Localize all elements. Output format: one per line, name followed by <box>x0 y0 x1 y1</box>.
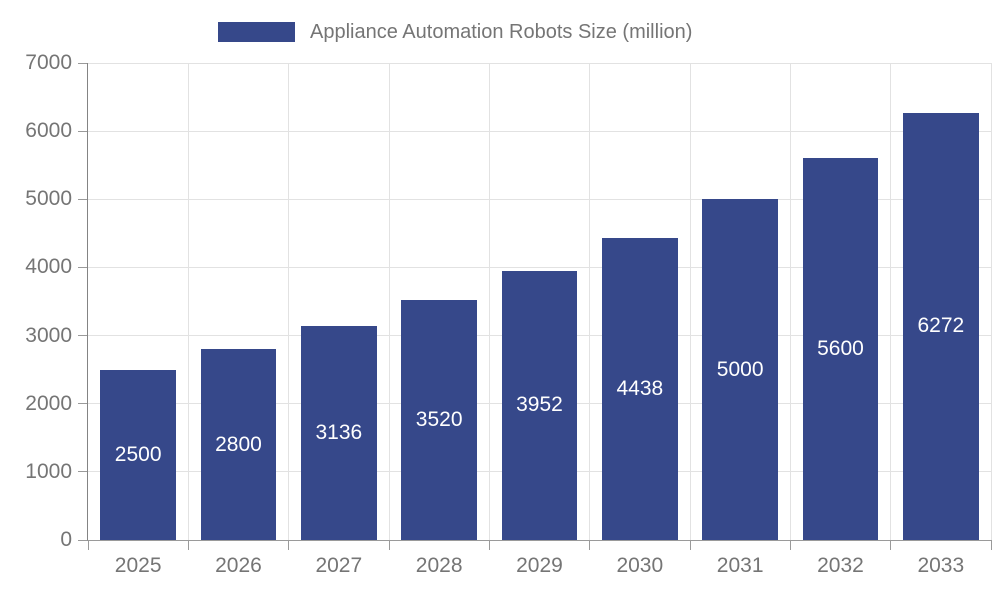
y-axis-tick <box>78 62 87 64</box>
bar-value-label-2031: 5000 <box>716 357 764 381</box>
x-axis-label-2030: 2030 <box>616 554 664 577</box>
x-gridline <box>890 63 892 540</box>
y-axis-tick <box>78 198 87 200</box>
bar-value-label-2029: 3952 <box>516 393 563 417</box>
x-gridline <box>689 63 691 540</box>
x-axis-label-2028: 2028 <box>415 554 463 577</box>
x-axis-tick <box>488 540 490 550</box>
y-axis-label: 1000 <box>25 459 72 483</box>
x-gridline <box>589 63 591 540</box>
y-axis-label: 3000 <box>25 323 72 347</box>
x-axis-tick <box>87 540 89 550</box>
x-axis-label-2031: 2031 <box>716 554 764 577</box>
y-gridline <box>88 62 991 64</box>
y-gridline <box>88 266 991 268</box>
y-axis-label: 6000 <box>25 119 72 143</box>
x-axis-tick <box>589 540 591 550</box>
x-axis-label-2033: 2033 <box>917 554 965 577</box>
y-gridline <box>88 130 991 132</box>
x-axis-tick <box>187 540 189 550</box>
x-gridline <box>288 63 290 540</box>
bar-2028[interactable]: 3520 <box>401 300 478 540</box>
x-axis-tick <box>288 540 290 550</box>
bar-2026[interactable]: 2800 <box>200 349 277 540</box>
y-axis-tick <box>78 130 87 132</box>
bar-value-label-2032: 5600 <box>817 337 864 361</box>
y-axis-tick <box>78 539 87 541</box>
y-axis-label: 0 <box>60 528 72 551</box>
bar-2032[interactable]: 5600 <box>802 158 879 540</box>
bar-value-label-2033: 6272 <box>917 314 965 338</box>
y-axis-label: 7000 <box>25 51 72 74</box>
x-axis-tick <box>689 540 691 550</box>
x-gridline <box>789 63 791 540</box>
x-axis-label-2025: 2025 <box>114 554 162 577</box>
x-axis-label-2032: 2032 <box>817 554 864 577</box>
x-gridline <box>388 63 390 540</box>
legend-label: Appliance Automation Robots Size (millio… <box>310 20 693 43</box>
legend-swatch-icon <box>218 22 295 42</box>
x-gridline <box>488 63 490 540</box>
x-axis-label-2026: 2026 <box>215 554 262 577</box>
bar-2031[interactable]: 5000 <box>702 199 779 540</box>
x-axis-label-2029: 2029 <box>516 554 563 577</box>
x-axis-tick <box>890 540 892 550</box>
bar-2027[interactable]: 3136 <box>300 326 377 540</box>
legend[interactable]: Appliance Automation Robots Size (millio… <box>218 20 692 44</box>
bar-value-label-2027: 3136 <box>315 421 363 445</box>
x-axis-tick <box>990 540 992 550</box>
y-axis-tick <box>78 335 87 337</box>
bar-value-label-2026: 2800 <box>215 432 262 456</box>
y-axis-label: 4000 <box>25 255 72 279</box>
bar-2025[interactable]: 2500 <box>100 369 177 540</box>
bar-value-label-2025: 2500 <box>114 442 162 466</box>
bar-2033[interactable]: 6272 <box>902 112 979 540</box>
bar-value-label-2028: 3520 <box>415 408 463 432</box>
x-gridline <box>187 63 189 540</box>
y-axis-tick <box>78 471 87 473</box>
y-axis-tick <box>78 403 87 405</box>
x-gridline <box>990 63 992 540</box>
plot-area: 0 1000 2000 3000 4000 5000 6000 7000 2500 2025 280… <box>25 51 992 577</box>
y-axis-label: 2000 <box>25 391 72 415</box>
bar-value-label-2030: 4438 <box>616 376 664 400</box>
x-axis-tick <box>789 540 791 550</box>
y-axis-label: 5000 <box>25 187 72 211</box>
y-gridline <box>88 198 991 200</box>
y-axis-tick <box>78 266 87 268</box>
x-axis-label-2027: 2027 <box>315 554 363 577</box>
bar-2030[interactable]: 4438 <box>601 237 678 540</box>
x-axis-tick <box>388 540 390 550</box>
bar-2029[interactable]: 3952 <box>501 270 578 540</box>
